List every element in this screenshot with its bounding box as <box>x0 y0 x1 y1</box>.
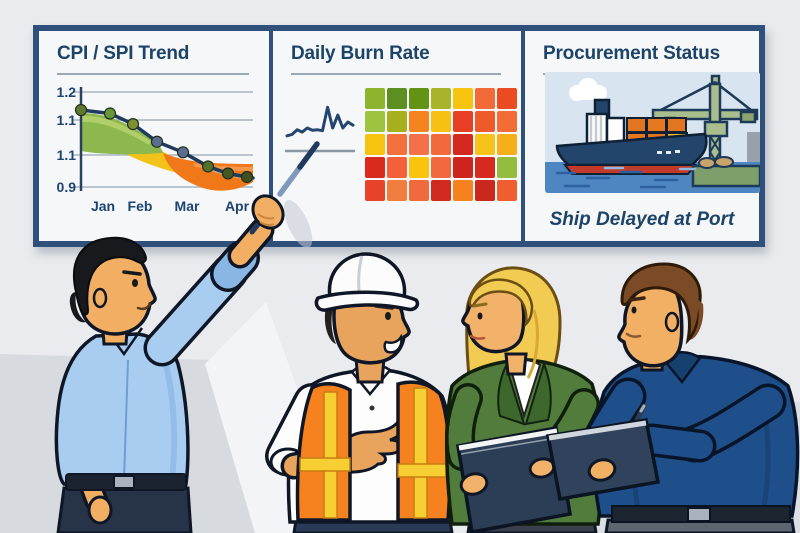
y-tick: 1.2 <box>57 84 77 100</box>
panel-procurement-status: Procurement Status <box>521 31 760 241</box>
burn-rate-heatmap <box>365 88 517 201</box>
y-tick: 1.1 <box>57 112 77 128</box>
trend-point <box>201 160 215 173</box>
x-tick-feb: Feb <box>128 198 153 214</box>
portholes <box>657 150 680 154</box>
dock <box>691 156 760 188</box>
port-illustration <box>545 72 760 193</box>
trend-point <box>150 135 164 148</box>
heatmap-cell <box>387 111 407 132</box>
trend-point <box>74 103 88 117</box>
wall-shadow-right <box>560 396 800 533</box>
x-axis-ticks: Jan Feb Mar Apr <box>91 198 250 214</box>
heatmap-cell <box>387 134 407 155</box>
heatmap-cell <box>475 111 495 132</box>
sparkline-path <box>285 105 355 138</box>
panel-cpi-spi-trend: CPI / SPI Trend 1.2 1.1 <box>39 31 269 241</box>
heatmap-cell <box>387 180 407 201</box>
heatmap-cell <box>431 88 451 109</box>
ship-hull <box>555 132 708 167</box>
heatmap-cell <box>475 180 495 201</box>
container-ship <box>555 98 708 175</box>
cloud-icon <box>569 78 607 101</box>
panel-daily-burn-rate: Daily Burn Rate <box>269 31 521 241</box>
title-rule <box>57 73 249 75</box>
heatmap-cell <box>365 111 385 132</box>
heatmap-cell <box>387 88 407 109</box>
heatmap-cell <box>365 157 385 178</box>
cpi-spi-line-chart: 1.2 1.1 1.1 0.9 Jan Feb Mar Apr <box>57 84 255 214</box>
x-tick-jan: Jan <box>91 198 115 214</box>
x-tick-apr: Apr <box>225 198 250 214</box>
warehouse-silhouette <box>747 132 760 166</box>
heatmap-cell <box>475 157 495 178</box>
heatmap-cell <box>365 180 385 201</box>
heatmap-cell <box>475 134 495 155</box>
heatmap-cell <box>431 111 451 132</box>
trend-point <box>240 170 254 184</box>
heatmap-cell <box>431 180 451 201</box>
title-rule <box>291 73 501 75</box>
heatmap-cell <box>497 111 517 132</box>
heatmap-cell <box>453 111 473 132</box>
heatmap-cell <box>409 88 429 109</box>
trend-data-points <box>74 103 254 184</box>
heatmap-cell <box>497 134 517 155</box>
panel-title-procurement: Procurement Status <box>543 43 720 64</box>
heatmap-cell <box>409 111 429 132</box>
heatmap-cell <box>453 180 473 201</box>
heatmap-cell <box>409 180 429 201</box>
heatmap-cell <box>453 88 473 109</box>
y-tick: 1.1 <box>57 147 77 163</box>
burn-rate-sparkline <box>285 105 355 153</box>
panel-title-burn-rate: Daily Burn Rate <box>291 43 430 64</box>
band-green-highlight <box>81 115 151 145</box>
trend-point <box>221 167 235 180</box>
performance-band <box>81 113 253 191</box>
heatmap-cell <box>497 180 517 201</box>
y-tick: 0.9 <box>57 179 77 195</box>
waves <box>555 166 697 189</box>
heatmap-cell <box>431 157 451 178</box>
trend-point <box>176 146 190 159</box>
heatmap-cell <box>387 157 407 178</box>
heatmap-cell <box>409 157 429 178</box>
x-tick-mar: Mar <box>175 198 200 214</box>
trend-point <box>103 107 117 120</box>
heatmap-cell <box>497 88 517 109</box>
heatmap-cell <box>365 134 385 155</box>
heatmap-cell <box>475 88 495 109</box>
heatmap-cell <box>365 88 385 109</box>
heatmap-cell <box>453 134 473 155</box>
y-axis-ticks: 1.2 1.1 1.1 0.9 <box>57 84 77 195</box>
hull-red-band <box>562 164 698 175</box>
trend-point <box>126 118 140 131</box>
heatmap-cell <box>453 157 473 178</box>
heatmap-cell <box>409 134 429 155</box>
heatmap-cell <box>431 134 451 155</box>
panel-title-cpi-spi: CPI / SPI Trend <box>57 43 190 64</box>
dashboard-board: CPI / SPI Trend 1.2 1.1 <box>33 25 765 247</box>
heatmap-cell <box>497 157 517 178</box>
procurement-caption: Ship Delayed at Port <box>549 209 735 230</box>
